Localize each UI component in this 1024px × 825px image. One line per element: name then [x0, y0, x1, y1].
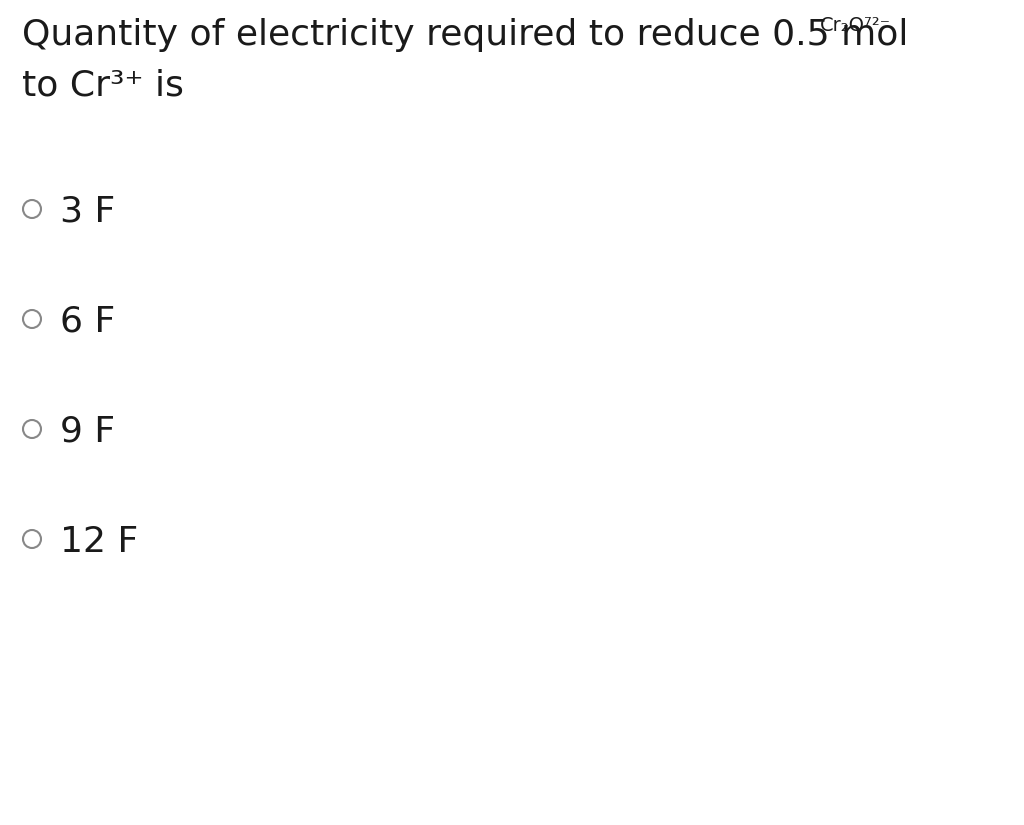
Text: 3 F: 3 F	[60, 195, 116, 229]
Text: Quantity of electricity required to reduce 0.5 mol: Quantity of electricity required to redu…	[22, 18, 920, 52]
Text: 12 F: 12 F	[60, 525, 138, 559]
Text: 6 F: 6 F	[60, 305, 116, 339]
Text: 9 F: 9 F	[60, 415, 115, 449]
Text: to Cr³⁺ is: to Cr³⁺ is	[22, 68, 184, 102]
Text: Cr₂O⁷²⁻: Cr₂O⁷²⁻	[820, 16, 891, 35]
